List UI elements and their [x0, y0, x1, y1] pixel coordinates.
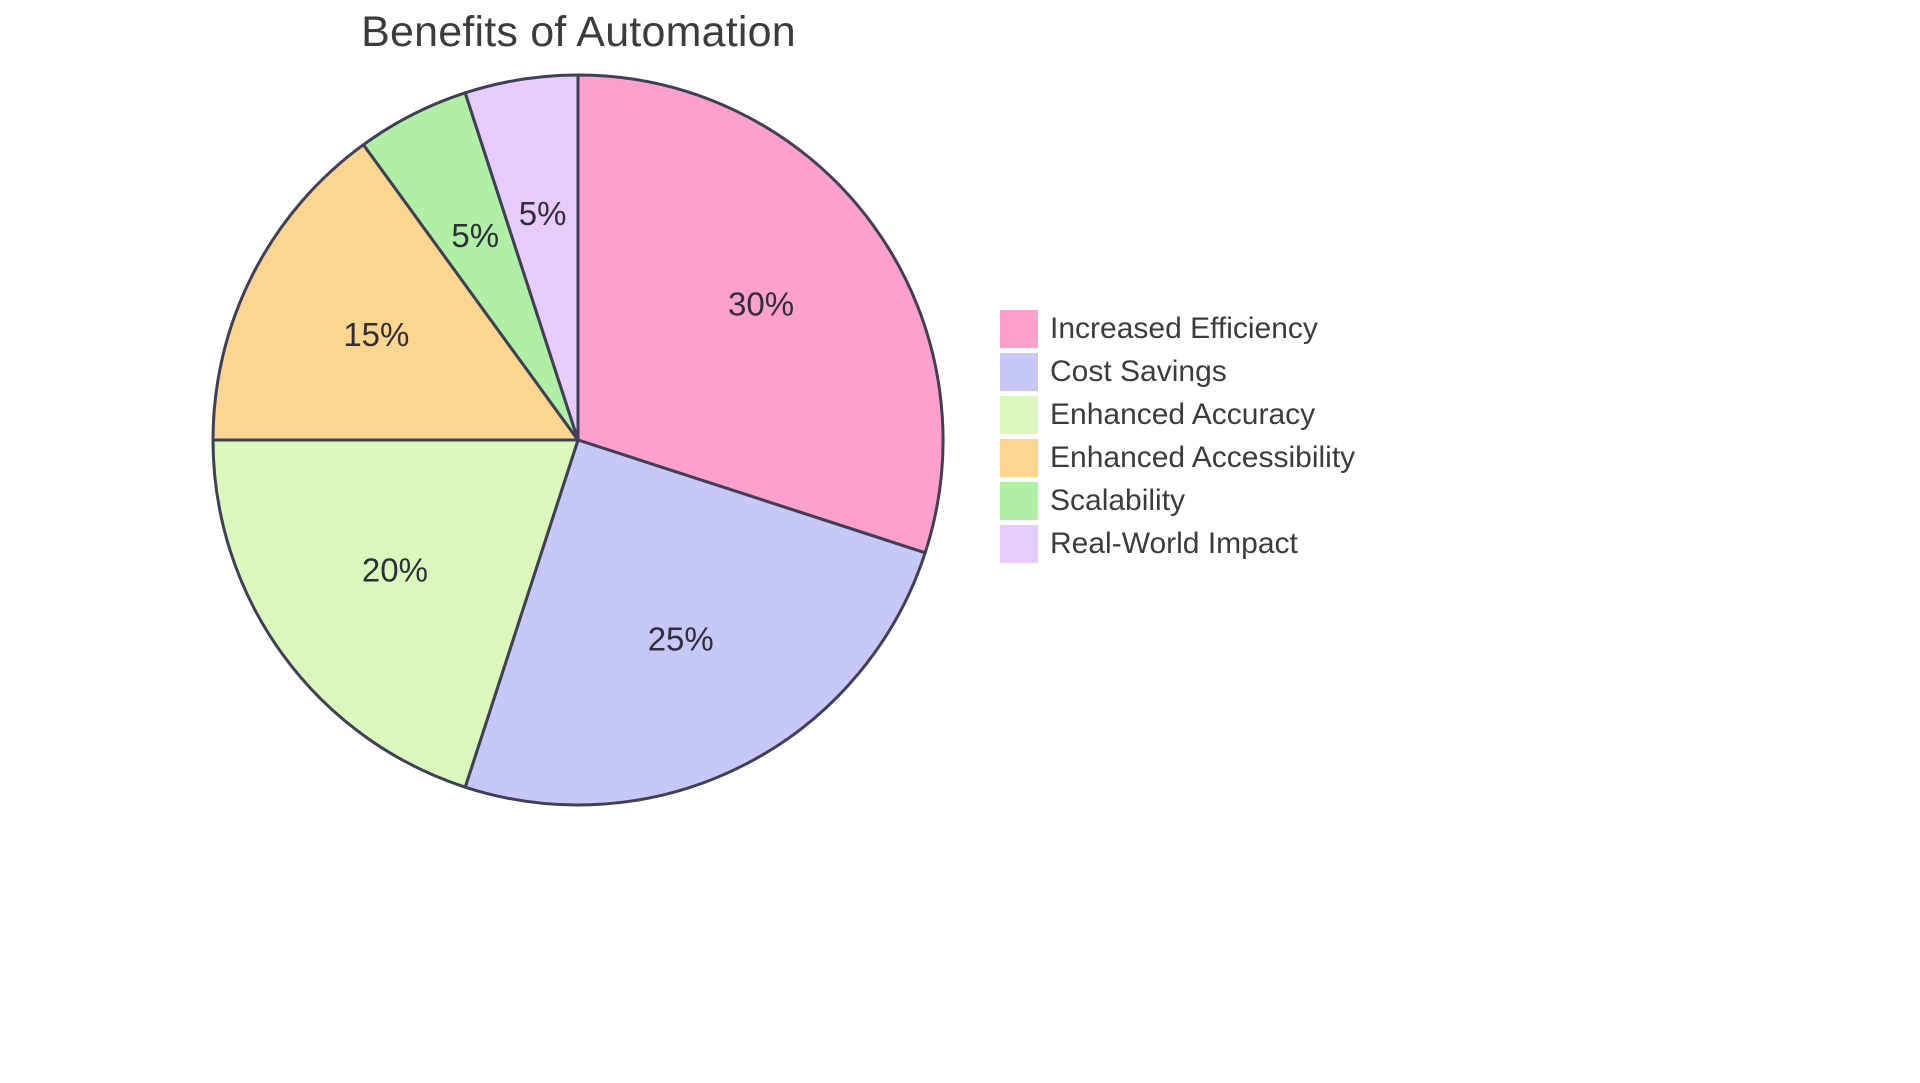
legend-item-label: Enhanced Accessibility	[1050, 441, 1356, 474]
chart-title: Benefits of Automation	[361, 8, 796, 56]
pie-slice-labels-group: 30% 25% 20% 15% 5% 5%	[343, 195, 794, 657]
pie-slice-value-label: 20%	[362, 552, 428, 589]
legend-item[interactable]: Enhanced Accessibility	[1000, 439, 1355, 477]
legend-color-swatch	[1000, 396, 1038, 434]
legend-color-swatch	[1000, 439, 1038, 477]
legend-color-swatch	[1000, 310, 1038, 348]
legend-item-label: Cost Savings	[1050, 355, 1227, 388]
legend-item[interactable]: Scalability	[1000, 482, 1355, 520]
pie-slice-value-label: 25%	[648, 620, 714, 657]
legend-color-swatch	[1000, 525, 1038, 563]
pie-slice[interactable]	[463, 438, 927, 807]
pie-slice[interactable]	[463, 73, 580, 442]
legend-item[interactable]: Increased Efficiency	[1000, 310, 1355, 348]
legend-item[interactable]: Enhanced Accuracy	[1000, 396, 1355, 434]
legend-color-swatch	[1000, 482, 1038, 520]
legend-item[interactable]: Cost Savings	[1000, 353, 1355, 391]
legend-item[interactable]: Real-World Impact	[1000, 525, 1355, 563]
pie-slice-value-label: 5%	[519, 195, 567, 232]
legend-item-label: Scalability	[1050, 484, 1186, 517]
legend-item-label: Real-World Impact	[1050, 527, 1298, 560]
pie-slice-value-label: 30%	[728, 286, 794, 323]
pie-slices-group	[211, 73, 945, 807]
chart-legend: Increased Efficiency Cost Savings Enhanced…	[1000, 310, 1355, 563]
pie-slice[interactable]	[211, 438, 580, 789]
pie-slice[interactable]	[211, 143, 580, 442]
pie-slice-value-label: 5%	[451, 217, 499, 254]
legend-item-label: Increased Efficiency	[1050, 312, 1318, 345]
pie-slice-value-label: 15%	[343, 316, 409, 353]
legend-item-label: Enhanced Accuracy	[1050, 398, 1316, 431]
pie-chart-canvas: 30% 25% 20% 15% 5% 5%	[211, 73, 945, 807]
legend-color-swatch	[1000, 353, 1038, 391]
pie-slice[interactable]	[576, 73, 945, 555]
